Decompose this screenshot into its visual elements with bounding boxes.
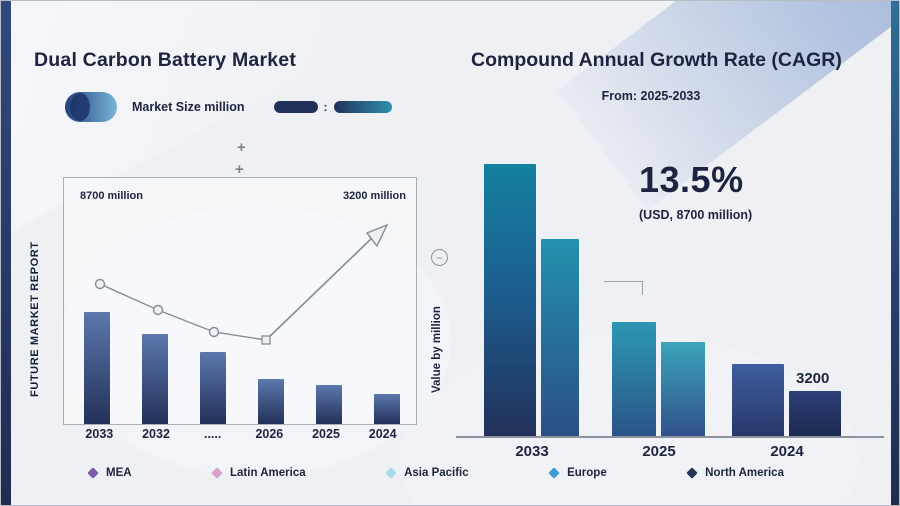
right-bar-2033-series-2	[541, 239, 579, 436]
right-bar-2033-series-1	[484, 164, 536, 436]
right-x-labels: 2033 2025 2024	[456, 443, 884, 463]
legend-label: North America	[705, 467, 784, 479]
left-x-label-2024: 2024	[368, 427, 397, 441]
left-x-label-2032: 2032	[142, 427, 170, 441]
right-x-label-2024: 2024	[770, 443, 804, 460]
pill-separator: :	[323, 100, 328, 114]
cagr-basis: (USD, 8700 million)	[639, 208, 753, 222]
chart-max-value-label: 8700 million	[80, 190, 143, 202]
right-bar-group-2024	[732, 364, 841, 436]
left-bar-2024	[374, 394, 400, 424]
right-bar-group-2025	[612, 322, 705, 436]
legend-item-north-america: North America	[686, 467, 784, 479]
left-bar-2032	[142, 334, 168, 424]
pill-gradient-icon	[333, 101, 392, 113]
cagr-title: Compound Annual Growth Rate (CAGR)	[471, 49, 842, 71]
legend-item-mea: MEA	[87, 467, 132, 479]
right-bar-2024-series-1	[732, 364, 784, 436]
left-edge-strip	[1, 1, 11, 505]
legend-label: Europe	[567, 467, 607, 479]
legend-item-asia-pacific: Asia Pacific	[385, 467, 469, 479]
legend-pills: :	[273, 100, 392, 114]
legend-diamond-icon	[548, 467, 560, 479]
plus-icon: +	[237, 139, 246, 156]
bar-value-callout: 3200	[796, 370, 830, 387]
legend-label: Asia Pacific	[404, 467, 469, 479]
right-bar-2024-series-2	[789, 391, 841, 436]
background-blob-left	[61, 206, 451, 476]
cagr-chart: 3200 2033 2025 2024	[456, 159, 884, 460]
right-bar-2025-series-2	[661, 342, 705, 436]
market-size-chart-panel: 8700 million 3200 million	[63, 177, 417, 425]
left-x-labels: 2033 2032..... 2026 2025 2024	[71, 427, 411, 441]
step-mark-decoration	[604, 281, 643, 295]
pill-dark-icon	[273, 101, 318, 113]
right-x-label-2025: 2025	[642, 443, 676, 460]
legend-diamond-icon	[686, 467, 698, 479]
left-bar-2026	[258, 379, 284, 424]
right-bar-group-2033	[484, 164, 579, 436]
left-x-label-2026: 2026	[255, 427, 284, 441]
right-edge-strip	[891, 1, 899, 505]
value-axis-label: Value by million	[431, 306, 443, 394]
brand-vertical-label: FUTURE MARKET REPORT	[29, 241, 41, 397]
footer-legend: MEA Latin America Asia Pacific Europe North …	[87, 467, 784, 479]
battery-icon	[65, 92, 117, 122]
minus-circle-icon: −	[431, 249, 448, 266]
left-bar-.....	[200, 352, 226, 424]
legend-item-europe: Europe	[548, 467, 607, 479]
cagr-value: 13.5%	[639, 159, 744, 200]
left-bar-2025	[316, 385, 342, 424]
left-x-label-2025: 2025	[312, 427, 340, 441]
legend-label: Latin America	[230, 467, 306, 479]
chart-min-value-label: 3200 million	[343, 190, 406, 202]
right-bar-2025-series-1	[612, 322, 656, 436]
market-size-label: Market Size million	[132, 100, 245, 114]
right-x-label-2033: 2033	[515, 443, 549, 460]
left-bar-2033	[84, 312, 110, 424]
legend-item-latin-america: Latin America	[211, 467, 306, 479]
left-bars-track	[84, 312, 400, 424]
legend-diamond-icon	[211, 467, 223, 479]
cagr-subtitle: From: 2025-2033	[601, 89, 701, 103]
legend-diamond-icon	[385, 467, 397, 479]
page-title: Dual Carbon Battery Market	[34, 49, 297, 71]
left-x-label-2033: 2033	[85, 427, 114, 441]
legend-diamond-icon	[87, 467, 99, 479]
left-x-label-.....: .....	[203, 427, 222, 441]
plus-icon: +	[235, 161, 244, 178]
market-size-legend: Market Size million :	[63, 89, 392, 125]
legend-label: MEA	[106, 467, 132, 479]
